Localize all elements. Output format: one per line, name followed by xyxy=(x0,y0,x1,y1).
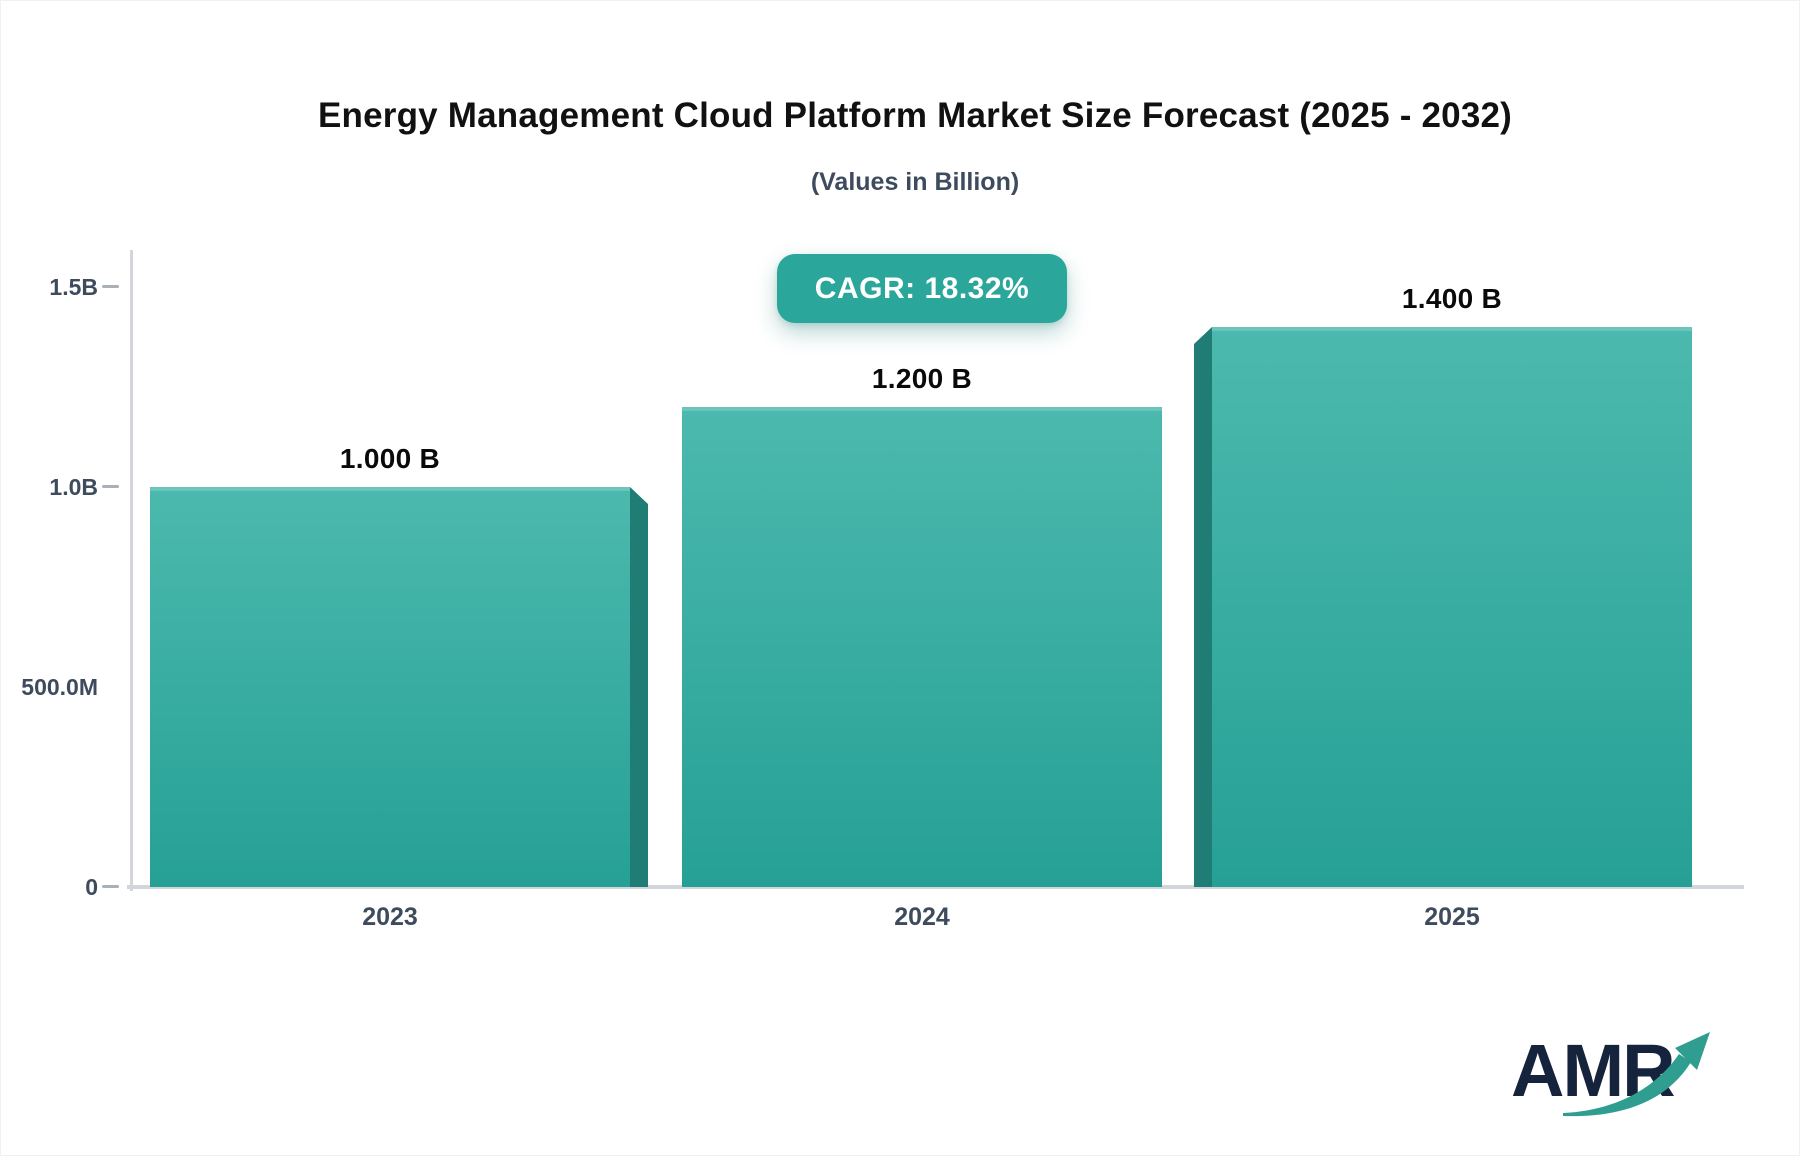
amr-logo: AMR xyxy=(1511,1029,1710,1117)
bar-value-label-2024: 1.200 B xyxy=(871,363,973,394)
bar-2024 xyxy=(682,407,1162,887)
y-tick-label-0: 0 xyxy=(85,874,98,900)
y-tick-mark-0 xyxy=(102,885,119,888)
y-axis-line xyxy=(130,250,133,891)
bar-2025-side-face xyxy=(1194,327,1212,887)
x-axis-label-2025: 2025 xyxy=(1424,903,1480,931)
bar-value-label-2025: 1.400 B xyxy=(1401,283,1503,314)
x-axis-line xyxy=(127,885,1744,889)
y-tick-label-500.0M: 500.0M xyxy=(21,674,98,700)
bar-2025 xyxy=(1212,327,1692,887)
bar-2023 xyxy=(150,487,630,887)
y-tick-label-1.5B: 1.5B xyxy=(49,274,98,300)
cagr-badge: CAGR: 18.32% xyxy=(777,254,1067,323)
x-axis-label-2024: 2024 xyxy=(894,903,950,931)
y-tick-label-1.0B: 1.0B xyxy=(49,474,98,500)
x-axis-label-2023: 2023 xyxy=(362,903,418,931)
amr-logo-arrow-swoosh xyxy=(1563,1054,1691,1117)
y-tick-mark-1.5B xyxy=(102,285,119,288)
y-tick-mark-1.0B xyxy=(102,485,119,488)
chart-subtitle: (Values in Billion) xyxy=(810,168,1020,196)
amr-logo-arrow-head xyxy=(1675,1032,1710,1070)
bar-value-label-2023: 1.000 B xyxy=(339,443,441,474)
plot-area: 0 500.0M 1.0B 1.5B 1.000 B 2023 1.200 B 2024 1.4… xyxy=(21,250,1744,931)
bar-2023-side-face xyxy=(630,487,648,887)
chart-title: Energy Management Cloud Platform Market … xyxy=(317,96,1513,135)
